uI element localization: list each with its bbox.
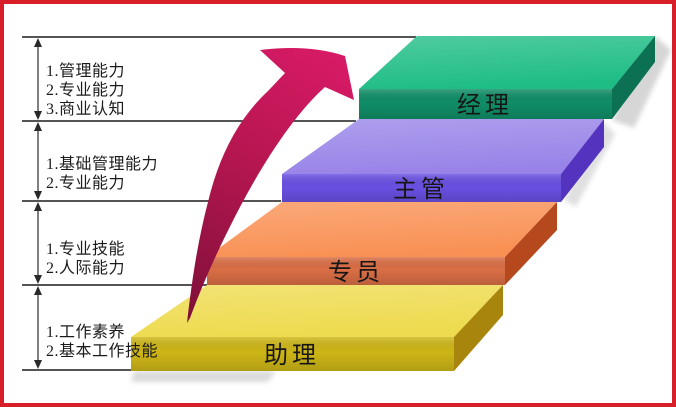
range-arrow-supervisor: [34, 122, 42, 200]
shadow-assistant: [131, 371, 276, 382]
step-label-manager: 经理: [457, 92, 513, 119]
step-supervisor: 主管: [282, 119, 604, 203]
shadow-manager: [612, 36, 671, 128]
step-specialist-front-shade: [207, 257, 505, 285]
step-assistant-front-shade: [131, 337, 454, 371]
step-specialist-side-face: [505, 202, 557, 285]
skill-item: 1.管理能力: [46, 63, 126, 80]
step-assistant-side-face: [454, 285, 503, 371]
step-manager-top-sheen: [359, 36, 655, 89]
range-arrow-assistant: [34, 286, 42, 369]
skills-supervisor: 1.基础管理能力 2.专业能力: [46, 155, 158, 193]
skill-item: 2.专业能力: [46, 175, 126, 192]
skill-item: 2.基本工作技能: [46, 343, 159, 360]
step-manager: 经理: [359, 36, 655, 119]
step-label-supervisor: 主管: [393, 176, 449, 203]
step-label-assistant: 助理: [264, 342, 320, 369]
skill-item: 1.专业技能: [46, 241, 126, 258]
skills-specialist: 1.专业技能 2.人际能力: [46, 240, 125, 278]
range-arrow-manager: [34, 38, 42, 120]
step-supervisor-side-face: [561, 119, 604, 202]
skills-assistant: 1.工作素养 2.基本工作技能: [46, 323, 158, 361]
step-manager-side-face: [612, 36, 655, 119]
skill-item: 1.基础管理能力: [46, 156, 159, 173]
skill-item: 2.专业能力: [46, 82, 126, 99]
career-ladder-diagram: 经理 主管 专员 助理: [22, 36, 671, 382]
growth-arrow-icon: [187, 48, 354, 323]
step-manager-front-shade: [359, 89, 612, 119]
skill-item: 1.工作素养: [46, 324, 126, 341]
step-supervisor-top-sheen: [282, 119, 604, 174]
skill-item: 2.人际能力: [46, 260, 126, 277]
range-arrow-specialist: [34, 202, 42, 284]
skill-item: 3.商业认知: [46, 101, 126, 118]
step-specialist: 专员: [207, 202, 557, 286]
skills-manager: 1.管理能力 2.专业能力 3.商业认知: [46, 62, 125, 119]
step-specialist-top-sheen: [207, 202, 557, 257]
step-assistant-top-sheen: [131, 285, 503, 337]
step-assistant: 助理: [131, 285, 503, 371]
step-label-specialist: 专员: [328, 259, 384, 286]
step-supervisor-front-shade: [282, 174, 561, 202]
